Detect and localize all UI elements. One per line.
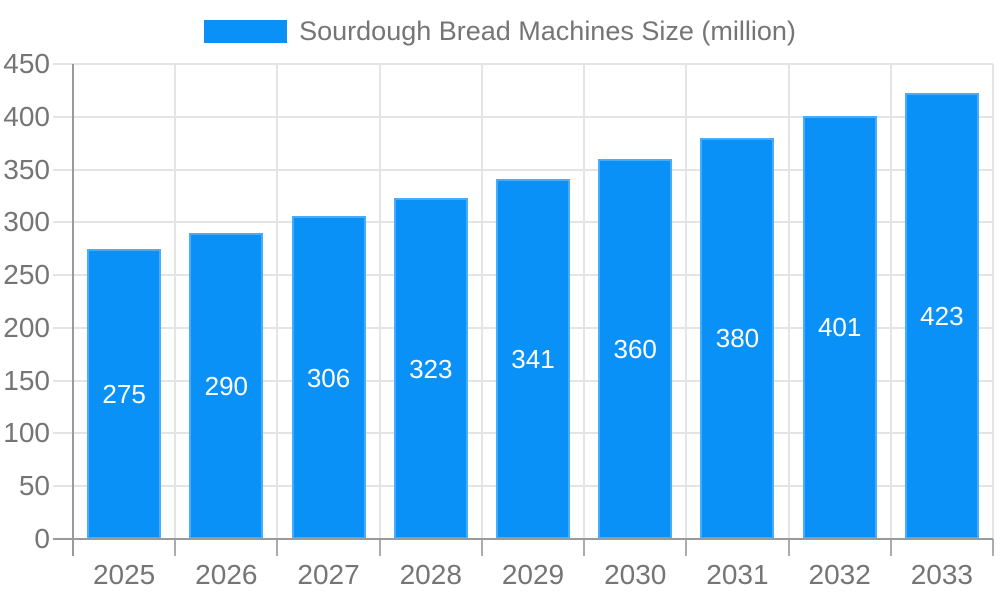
- y-axis-label: 300: [3, 206, 50, 238]
- x-axis-tick: [889, 539, 892, 556]
- bar-2030[interactable]: [598, 159, 673, 539]
- bar-value-label: 380: [715, 323, 760, 354]
- gridline-vertical: [378, 64, 381, 539]
- x-axis-label: 2026: [195, 559, 258, 590]
- y-axis-tick: [53, 326, 73, 329]
- y-axis-label: 150: [3, 364, 50, 396]
- gridline-horizontal: [73, 63, 993, 65]
- legend-item[interactable]: Sourdough Bread Machines Size (million): [0, 16, 1000, 47]
- y-axis-tick: [53, 168, 73, 171]
- legend-swatch: [204, 20, 288, 43]
- gridline-vertical: [480, 64, 483, 539]
- y-axis-label: 0: [34, 523, 50, 554]
- gridline-vertical: [174, 64, 177, 539]
- gridline-vertical: [889, 64, 892, 539]
- bar-value-label: 290: [204, 370, 249, 401]
- gridline-vertical: [685, 64, 688, 539]
- bar-value-label: 341: [511, 344, 555, 375]
- y-axis-tick: [53, 379, 73, 382]
- y-axis-tick: [53, 274, 73, 277]
- y-axis-label: 450: [3, 48, 50, 79]
- y-axis-label: 50: [18, 470, 50, 502]
- x-axis-tick: [583, 539, 586, 556]
- bar-2026[interactable]: [189, 232, 264, 539]
- y-axis-tick: [53, 485, 73, 488]
- x-axis-tick: [787, 539, 790, 556]
- x-axis-label: 2031: [706, 559, 769, 590]
- y-axis-label: 350: [3, 153, 50, 185]
- bar-2029[interactable]: [496, 179, 570, 539]
- x-axis-label: 2028: [399, 559, 462, 590]
- y-axis-tick: [53, 115, 73, 118]
- y-axis-label: 200: [3, 311, 50, 343]
- legend-label: Sourdough Bread Machines Size (million): [299, 16, 796, 46]
- x-axis-tick: [992, 539, 994, 556]
- x-axis-line: [53, 538, 993, 540]
- x-axis-label: 2029: [501, 559, 565, 590]
- x-axis-tick: [685, 539, 688, 556]
- x-axis-tick: [480, 539, 483, 556]
- gridline-vertical: [992, 64, 994, 539]
- y-axis-tick: [53, 63, 73, 65]
- x-axis-label: 2030: [604, 559, 667, 590]
- plot-area: 0 50 100 150 200 250 300 350 400 450 275 2025 290 202…: [3, 49, 994, 590]
- bar-value-label: 423: [920, 300, 964, 331]
- bar-value-label: 360: [613, 334, 657, 364]
- gridline-vertical: [787, 64, 790, 539]
- bar-value-label: 275: [102, 378, 146, 409]
- y-axis-label: 400: [3, 100, 50, 132]
- bar-2032[interactable]: [802, 115, 877, 539]
- bar-value-label: 401: [817, 312, 862, 343]
- gridline-horizontal: [73, 115, 993, 118]
- y-axis-tick: [53, 432, 73, 435]
- x-axis-tick: [174, 539, 177, 556]
- gridline-horizontal: [73, 168, 993, 171]
- bar-2028[interactable]: [393, 198, 468, 539]
- x-axis-label: 2033: [910, 559, 974, 590]
- bar-value-label: 323: [409, 353, 453, 384]
- y-axis-line: [72, 64, 74, 556]
- gridline-vertical: [583, 64, 586, 539]
- bar-value-label: 306: [306, 362, 351, 393]
- bar-2027[interactable]: [291, 216, 366, 539]
- bar-2033[interactable]: [904, 92, 979, 539]
- x-axis-label: 2027: [297, 559, 360, 590]
- y-axis-label: 250: [3, 259, 50, 291]
- x-axis-label: 2032: [808, 559, 871, 590]
- bar-2025[interactable]: [87, 248, 162, 539]
- y-axis-tick: [53, 221, 73, 224]
- x-axis-tick: [378, 539, 381, 556]
- x-axis-tick: [276, 539, 279, 556]
- bar-2031[interactable]: [700, 137, 775, 539]
- gridline-vertical: [276, 64, 279, 539]
- y-axis-label: 100: [3, 417, 50, 449]
- x-axis-label: 2025: [92, 559, 156, 590]
